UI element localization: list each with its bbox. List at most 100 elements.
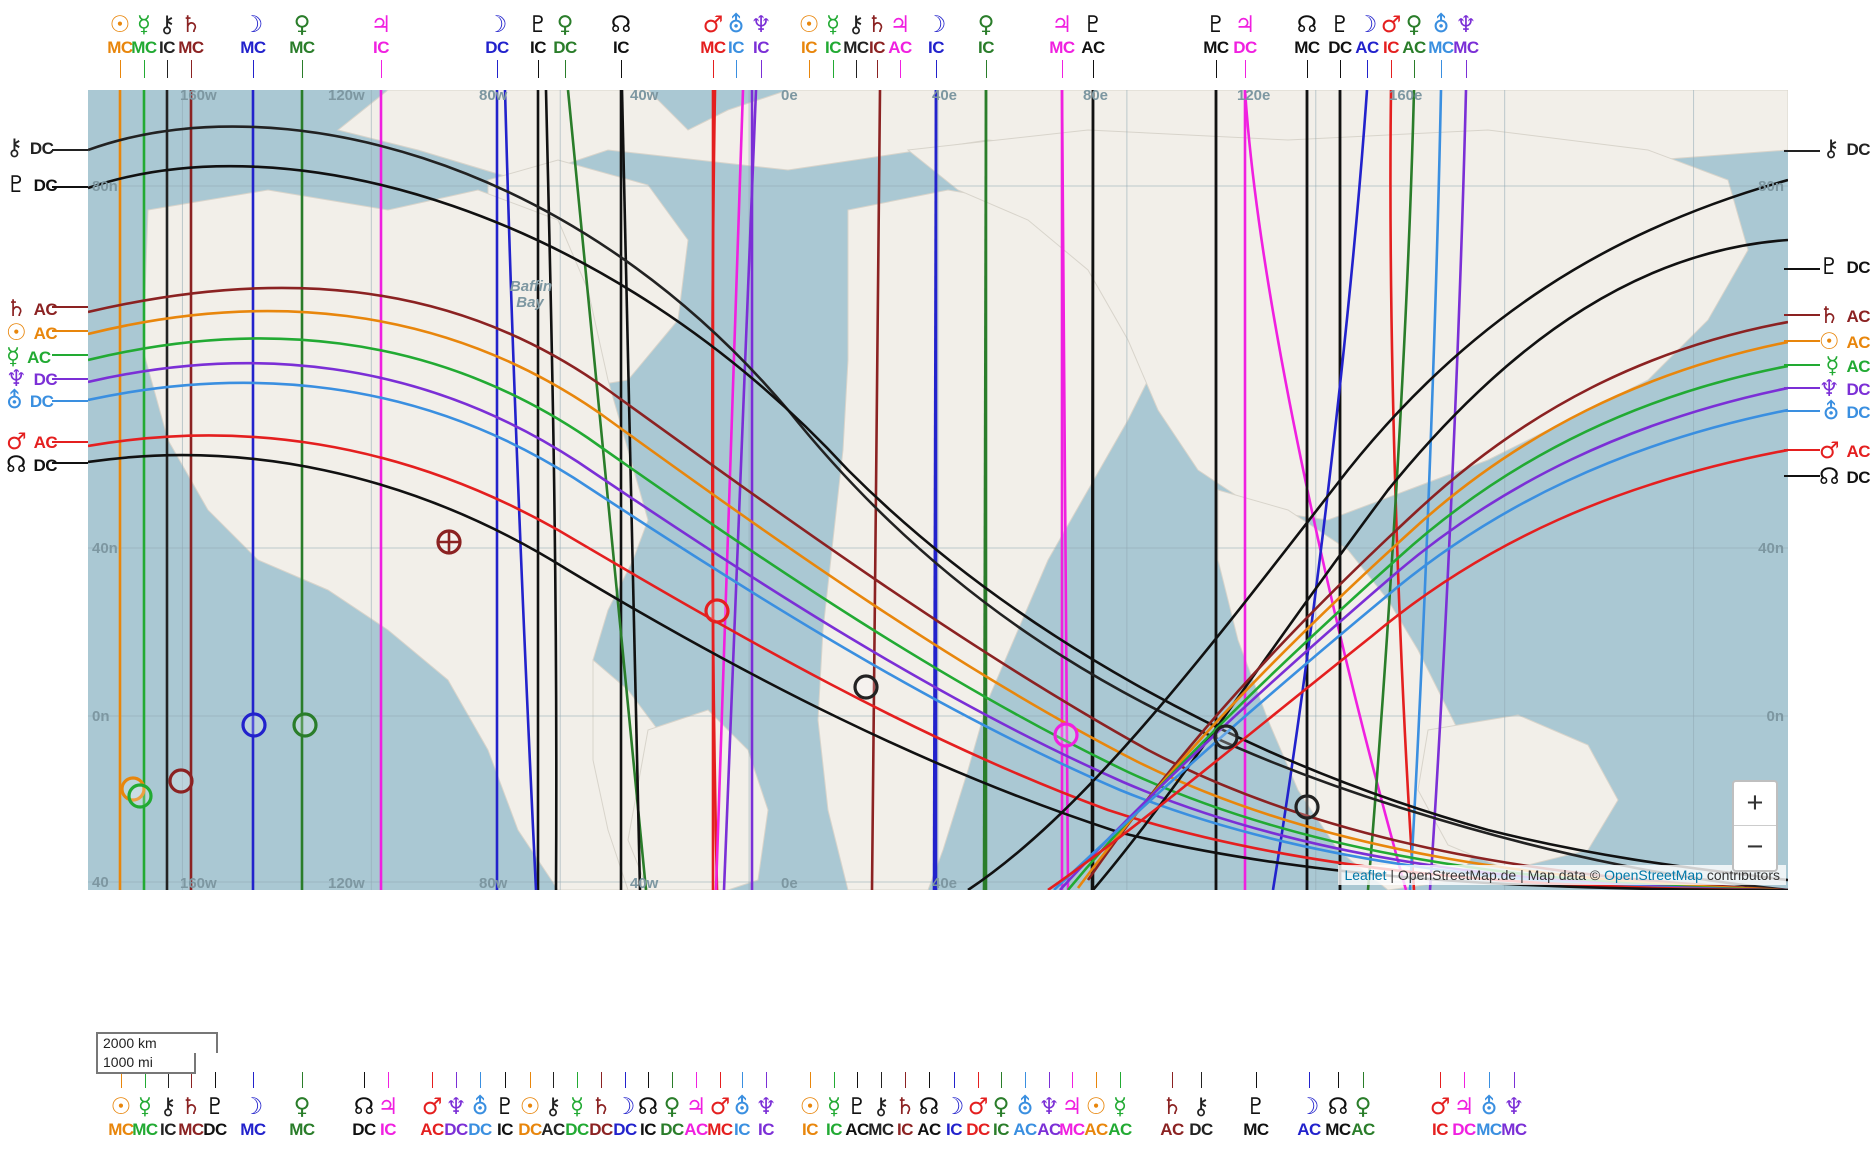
bottom-label-chiron-ic: ⚷ IC bbox=[160, 1094, 177, 1139]
label-tick bbox=[625, 1072, 626, 1088]
side-connector bbox=[52, 306, 88, 308]
zoom-in-button[interactable]: + bbox=[1734, 782, 1776, 826]
label-tick bbox=[456, 1072, 457, 1088]
angle-label: AC bbox=[917, 1120, 941, 1139]
angle-label: MC bbox=[1294, 38, 1320, 57]
bottom-label-pluto-mc: ♇ MC bbox=[1243, 1094, 1269, 1139]
angle-label: IC bbox=[897, 1120, 913, 1139]
right-label-sun-ac: ☉ AC bbox=[1819, 331, 1871, 354]
angle-label: MC bbox=[1203, 38, 1229, 57]
top-label-chiron-ic: ⚷ IC bbox=[159, 12, 176, 57]
side-connector bbox=[1784, 364, 1820, 366]
top-label-moon-ac: ☽ AC bbox=[1355, 12, 1379, 57]
angle-label: DC bbox=[553, 38, 577, 57]
label-tick bbox=[565, 60, 566, 78]
angle-label: AC bbox=[1846, 441, 1870, 461]
zoom-out-button[interactable]: − bbox=[1734, 826, 1776, 870]
saturn-icon: ♄ bbox=[894, 1094, 916, 1120]
side-connector bbox=[1784, 410, 1820, 412]
side-connector bbox=[52, 441, 88, 443]
venus-icon: ♀ bbox=[556, 12, 574, 38]
angle-label: DC bbox=[203, 1120, 227, 1139]
mercury-icon: ☿ bbox=[826, 1094, 842, 1120]
top-label-neptune-ic: ♆ IC bbox=[751, 12, 772, 57]
pluto-icon: ♇ bbox=[1329, 12, 1351, 38]
label-tick bbox=[713, 60, 714, 78]
bottom-label-saturn-ac: ♄ AC bbox=[1160, 1094, 1184, 1139]
angle-label: MC bbox=[1059, 1120, 1085, 1139]
angle-label: DC bbox=[660, 1120, 684, 1139]
angle-label: MC bbox=[132, 1120, 158, 1139]
angle-label: IC bbox=[946, 1120, 962, 1139]
angle-label: DC bbox=[1328, 38, 1352, 57]
angle-label: DC bbox=[352, 1120, 376, 1139]
map-attribution: Leaflet | OpenStreetMap.de | Map data © … bbox=[1338, 865, 1786, 885]
sun-icon: ☉ bbox=[519, 1094, 541, 1120]
top-label-jupiter-ic: ♃ IC bbox=[371, 12, 392, 57]
leaflet-link[interactable]: Leaflet bbox=[1344, 867, 1387, 883]
svg-text:80e: 80e bbox=[1083, 90, 1108, 104]
right-label-node-dc: ☊ DC bbox=[1819, 466, 1870, 489]
node-icon: ☊ bbox=[1819, 464, 1840, 490]
mars-icon: ♂ bbox=[421, 1094, 443, 1120]
right-label-mars-ac: ♂ AC bbox=[1819, 440, 1871, 463]
uranus-icon: ⛢ bbox=[1432, 12, 1450, 38]
saturn-icon: ♄ bbox=[180, 1094, 202, 1120]
chiron-icon: ⚷ bbox=[1822, 136, 1840, 162]
moon-icon: ☽ bbox=[242, 1094, 264, 1120]
left-label-sun-ac: ☉ AC bbox=[6, 322, 58, 345]
label-tick bbox=[810, 1072, 811, 1088]
saturn-icon: ♄ bbox=[590, 1094, 612, 1120]
right-label-uranus-dc: ⛢ DC bbox=[1823, 401, 1871, 424]
left-label-mercury-ac: ☿ AC bbox=[6, 346, 51, 369]
top-label-jupiter-dc: ♃ DC bbox=[1233, 12, 1257, 57]
mars-icon: ♂ bbox=[702, 12, 724, 38]
jupiter-icon: ♃ bbox=[1061, 1094, 1083, 1120]
label-tick bbox=[1367, 60, 1368, 78]
pluto-icon: ♇ bbox=[204, 1094, 226, 1120]
map-canvas[interactable]: 160w 120w 80w 40w 0e 40e 80e 120e 160e 160w 120w 80… bbox=[88, 90, 1788, 890]
angle-label: AC bbox=[1355, 38, 1379, 57]
chiron-icon: ⚷ bbox=[544, 1094, 562, 1120]
venus-icon: ♀ bbox=[663, 1094, 681, 1120]
angle-label: IC bbox=[802, 1120, 818, 1139]
svg-text:Baffin: Baffin bbox=[510, 278, 552, 295]
venus-icon: ♀ bbox=[293, 1094, 311, 1120]
right-label-pluto-dc: ♇ DC bbox=[1819, 256, 1871, 279]
jupiter-icon: ♃ bbox=[1234, 12, 1256, 38]
angle-label: AC bbox=[33, 323, 58, 343]
svg-text:40e: 40e bbox=[932, 90, 957, 104]
bottom-label-pluto-dc: ♇ DC bbox=[203, 1094, 227, 1139]
label-tick bbox=[381, 60, 382, 78]
label-tick bbox=[215, 1072, 216, 1088]
svg-text:0e: 0e bbox=[781, 875, 798, 890]
map-svg: 160w 120w 80w 40w 0e 40e 80e 120e 160e 160w 120w 80… bbox=[88, 90, 1788, 890]
jupiter-icon: ♃ bbox=[377, 1094, 399, 1120]
astro-lines bbox=[88, 90, 1788, 890]
bottom-label-saturn-dc: ♄ DC bbox=[589, 1094, 613, 1139]
top-label-node-mc: ☊ MC bbox=[1294, 12, 1320, 57]
svg-text:80w: 80w bbox=[479, 90, 508, 104]
osm-link[interactable]: OpenStreetMap bbox=[1604, 867, 1703, 883]
top-label-pluto-ac: ♇ AC bbox=[1081, 12, 1105, 57]
top-label-saturn-ic: ♄ IC bbox=[867, 12, 888, 57]
top-label-chiron-mc: ⚷ MC bbox=[843, 12, 869, 57]
mercury-icon: ☿ bbox=[569, 1094, 585, 1120]
mars-icon: ♂ bbox=[709, 1094, 731, 1120]
chiron-icon: ⚷ bbox=[872, 1094, 890, 1120]
label-tick bbox=[253, 60, 254, 78]
moon-icon: ☽ bbox=[614, 1094, 636, 1120]
angle-label: DC bbox=[966, 1120, 990, 1139]
right-label-chiron-dc: ⚷ DC bbox=[1822, 136, 1871, 162]
zoom-control[interactable]: + − bbox=[1732, 780, 1778, 872]
top-label-uranus-mc: ⛢ MC bbox=[1428, 12, 1454, 57]
chiron-icon: ⚷ bbox=[158, 12, 176, 38]
angle-label: MC bbox=[240, 38, 266, 57]
label-tick bbox=[978, 1072, 979, 1088]
angle-label: AC bbox=[1081, 38, 1105, 57]
moon-icon: ☽ bbox=[943, 1094, 965, 1120]
svg-text:120w: 120w bbox=[328, 875, 365, 890]
bottom-label-neptune-ic: ♆ IC bbox=[756, 1094, 777, 1139]
angle-label: MC bbox=[1428, 38, 1454, 57]
